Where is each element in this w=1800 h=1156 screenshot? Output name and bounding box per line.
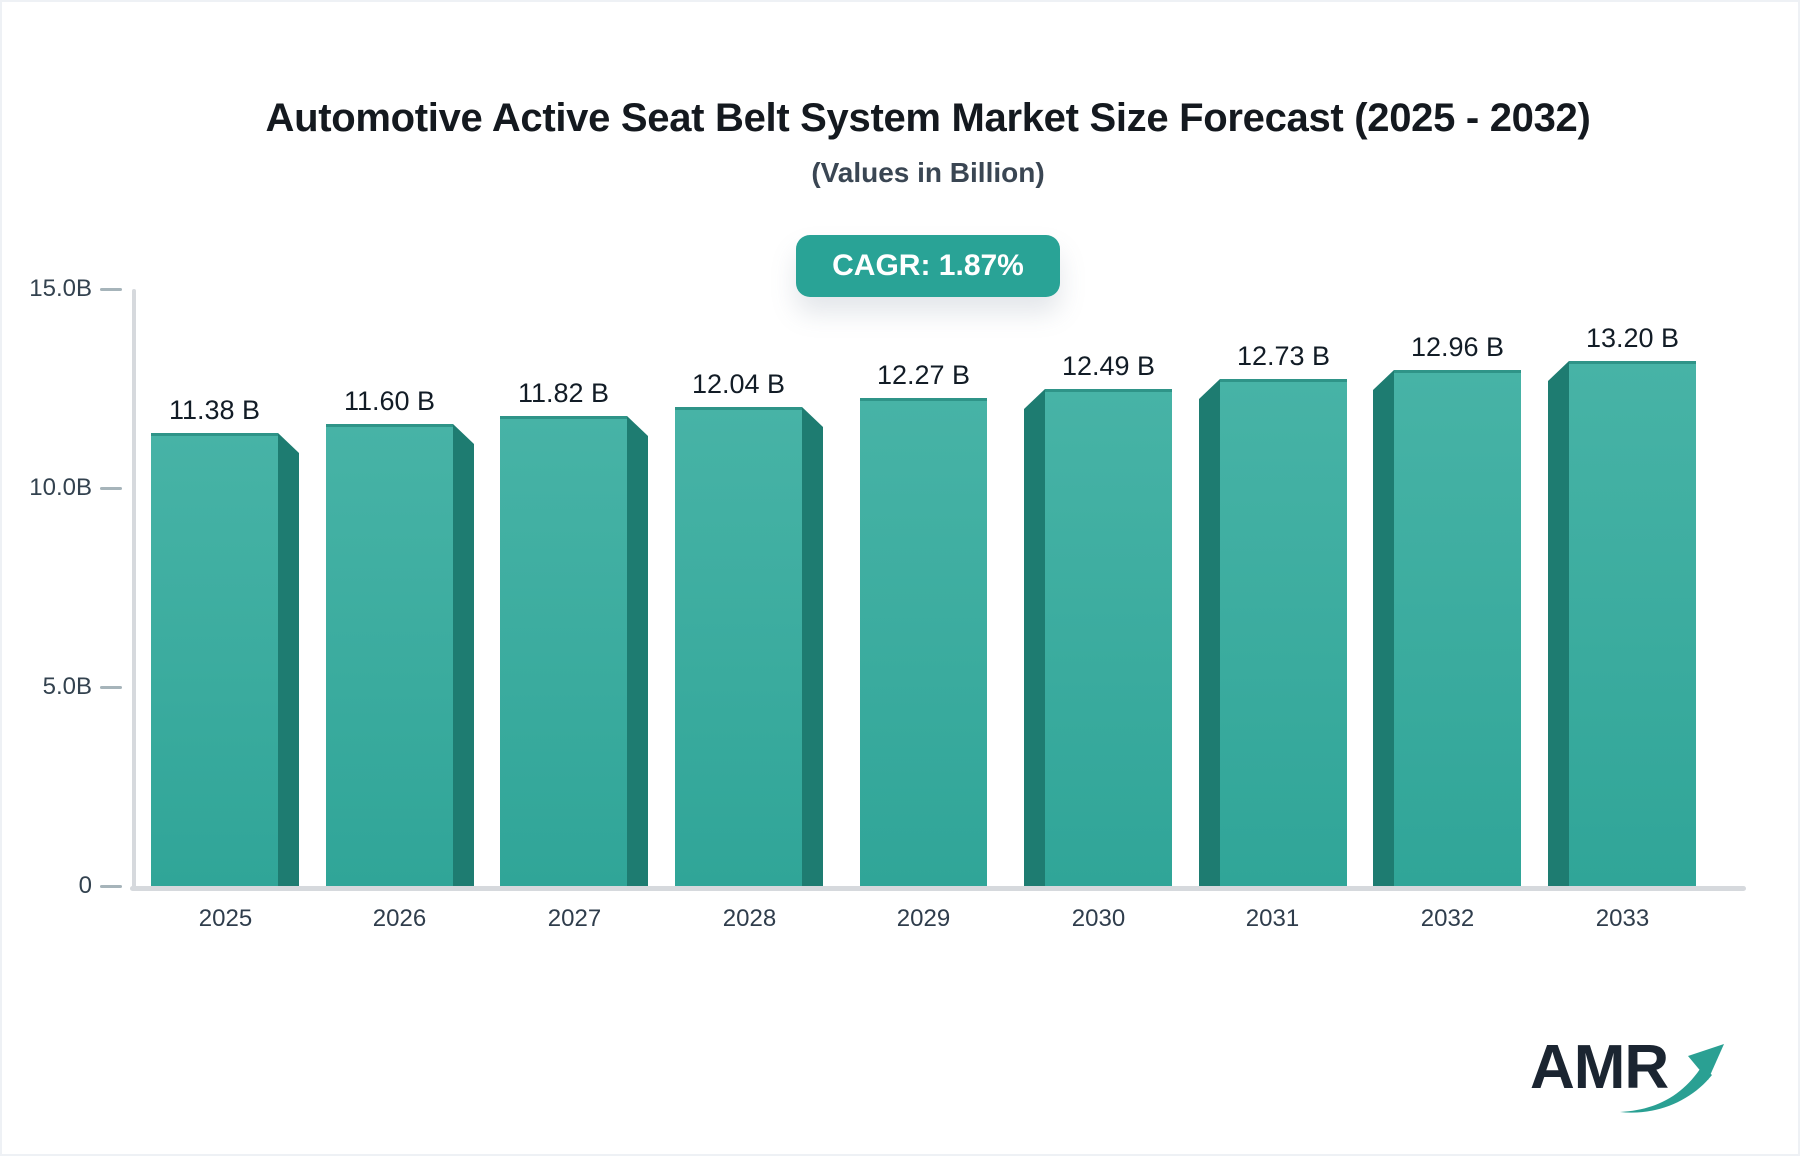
bar-value-label: 11.60 B bbox=[343, 386, 436, 416]
x-axis-label: 2031 bbox=[1245, 905, 1300, 932]
x-axis-label: 2025 bbox=[198, 905, 253, 932]
bar-side-shade bbox=[1199, 379, 1220, 886]
bar-face bbox=[1394, 370, 1521, 886]
bar-2029 bbox=[860, 398, 987, 886]
chart-subtitle: (Values in Billion) bbox=[811, 157, 1045, 188]
bar-side-shade bbox=[453, 424, 474, 886]
bar-2030 bbox=[1024, 389, 1172, 886]
amr-logo: AMR bbox=[1530, 1032, 1740, 1116]
y-tick-label: 10.0B bbox=[29, 474, 92, 501]
badge-row: CAGR: 1.87% bbox=[132, 235, 1724, 297]
bar-value-label: 12.73 B bbox=[1236, 341, 1331, 371]
bar-2025 bbox=[151, 433, 299, 886]
y-tick-mark bbox=[100, 885, 122, 888]
bar-value-label: 13.20 B bbox=[1585, 323, 1680, 353]
chart-header: Automotive Active Seat Belt System Marke… bbox=[132, 2, 1724, 297]
bar-2028 bbox=[675, 407, 823, 886]
bar-face bbox=[860, 398, 987, 886]
growth-arrow-icon bbox=[1620, 1044, 1724, 1113]
bar-value-label: 12.04 B bbox=[691, 369, 786, 399]
bar-side-shade bbox=[1024, 389, 1045, 886]
y-tick-label: 5.0B bbox=[42, 673, 92, 700]
bar-face bbox=[500, 416, 627, 886]
y-tick-mark bbox=[100, 288, 122, 291]
x-axis-label: 2026 bbox=[372, 905, 427, 932]
x-axis-line bbox=[130, 886, 1746, 891]
y-tick-mark bbox=[100, 487, 122, 490]
bar-face bbox=[151, 433, 278, 886]
bar-2027 bbox=[500, 416, 648, 886]
x-axis-label: 2029 bbox=[896, 905, 951, 932]
x-axis-label: 2028 bbox=[722, 905, 777, 932]
x-axis-label: 2027 bbox=[547, 905, 602, 932]
x-axis-label: 2032 bbox=[1420, 905, 1475, 932]
x-axis-label: 2033 bbox=[1595, 905, 1650, 932]
bar-side-shade bbox=[627, 416, 648, 886]
bar-value-label: 12.49 B bbox=[1061, 351, 1156, 381]
bar-side-shade bbox=[802, 407, 823, 886]
bar-face bbox=[326, 424, 453, 886]
bar-side-shade bbox=[1548, 361, 1569, 886]
bar-face bbox=[675, 407, 802, 886]
chart-title: Automotive Active Seat Belt System Marke… bbox=[265, 96, 1591, 140]
y-tick-mark bbox=[100, 686, 122, 689]
logo-text: AMR bbox=[1530, 1033, 1669, 1102]
bar-side-shade bbox=[278, 433, 299, 886]
bar-value-label: 11.82 B bbox=[517, 378, 610, 408]
cagr-badge: CAGR: 1.87% bbox=[796, 235, 1060, 297]
x-axis-label: 2030 bbox=[1071, 905, 1126, 932]
bar-face bbox=[1220, 379, 1347, 886]
bar-face bbox=[1569, 361, 1696, 886]
y-tick-label: 0 bbox=[78, 872, 92, 899]
bar-side-shade bbox=[1373, 370, 1394, 886]
bar-2031 bbox=[1199, 379, 1347, 886]
bar-2033 bbox=[1548, 361, 1696, 886]
y-axis-line bbox=[132, 289, 136, 890]
bar-value-label: 12.96 B bbox=[1410, 332, 1505, 362]
y-tick-label: 15.0B bbox=[29, 275, 92, 302]
bar-value-label: 11.38 B bbox=[168, 395, 261, 425]
bar-2032 bbox=[1373, 370, 1521, 886]
bar-value-label: 12.27 B bbox=[876, 360, 971, 390]
bar-face bbox=[1045, 389, 1172, 886]
bar-2026 bbox=[326, 424, 474, 886]
